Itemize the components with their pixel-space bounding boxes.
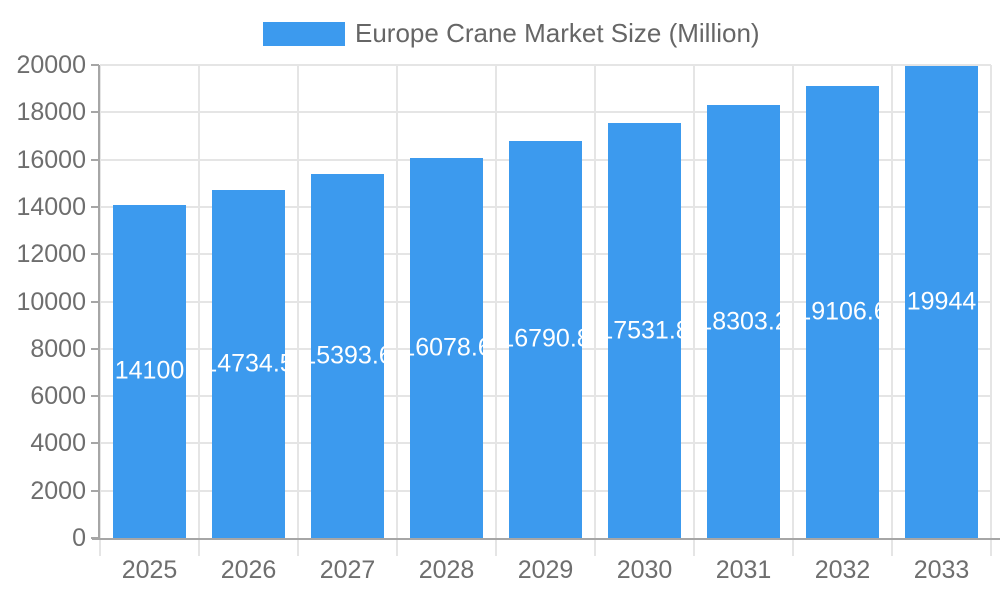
bar-value-label: 18303.2 — [707, 307, 780, 336]
x-axis-label-2028: 2028 — [418, 556, 475, 584]
y-gridline — [100, 111, 991, 114]
x-gridline — [198, 65, 200, 556]
x-axis-label-2031: 2031 — [715, 556, 772, 584]
bar-value-label: 14734.5 — [212, 349, 285, 378]
y-axis-label-0: 0 — [72, 524, 86, 552]
x-axis-label-2030: 2030 — [616, 556, 673, 584]
x-axis-label-2029: 2029 — [517, 556, 574, 584]
y-axis-label-16000: 16000 — [16, 145, 86, 174]
bar-2028[interactable]: 16078.6 — [410, 157, 483, 538]
x-axis-label-2026: 2026 — [220, 556, 277, 584]
bar-value-label: 16078.6 — [410, 333, 483, 362]
bar-2030[interactable]: 17531.8 — [608, 123, 681, 538]
x-gridline — [693, 65, 695, 556]
bar-2032[interactable]: 19106.6 — [806, 86, 879, 538]
y-axis-tick — [91, 158, 99, 161]
y-axis-tick — [91, 111, 99, 114]
bar-value-label: 17531.8 — [608, 316, 681, 345]
bar-value-label: 19944 — [906, 287, 977, 316]
y-axis-label-2000: 2000 — [30, 476, 86, 505]
legend[interactable]: Europe Crane Market Size (Million) — [263, 18, 760, 49]
y-axis-tick — [91, 300, 99, 303]
y-axis-label-14000: 14000 — [16, 192, 86, 221]
bar-2031[interactable]: 18303.2 — [707, 105, 780, 538]
y-gridline — [100, 64, 991, 66]
bar-2026[interactable]: 14734.5 — [212, 189, 285, 538]
bar-value-label: 16790.8 — [509, 324, 582, 353]
x-gridline — [792, 65, 794, 556]
y-axis-tick — [91, 64, 99, 66]
x-gridline — [990, 65, 992, 556]
bar-2033[interactable]: 19944 — [905, 66, 978, 538]
y-axis-tick — [91, 253, 99, 256]
x-gridline — [495, 65, 497, 556]
x-axis-label-2027: 2027 — [319, 556, 376, 584]
y-axis-tick — [91, 489, 99, 492]
y-axis-label-12000: 12000 — [16, 240, 86, 269]
y-axis-label-18000: 18000 — [16, 98, 86, 127]
bar-value-label: 14100 — [114, 356, 185, 385]
x-gridline — [297, 65, 299, 556]
bar-2025[interactable]: 14100 — [113, 204, 186, 538]
x-axis-line — [92, 538, 1000, 540]
legend-label: Europe Crane Market Size (Million) — [355, 18, 760, 48]
y-axis-label-20000: 20000 — [16, 51, 86, 79]
x-axis-label-2025: 2025 — [121, 556, 178, 584]
x-gridline — [396, 65, 398, 556]
bar-2029[interactable]: 16790.8 — [509, 140, 582, 538]
legend-swatch-icon — [263, 21, 345, 46]
x-gridline — [594, 65, 596, 556]
y-axis-label-6000: 6000 — [30, 382, 86, 411]
bar-value-label: 19106.6 — [806, 297, 879, 326]
y-axis-label-4000: 4000 — [30, 429, 86, 458]
y-axis-line — [98, 65, 100, 540]
y-axis-tick — [91, 347, 99, 350]
y-axis-label-10000: 10000 — [16, 287, 86, 316]
x-axis-label-2032: 2032 — [814, 556, 871, 584]
y-axis-tick — [91, 205, 99, 208]
x-gridline — [891, 65, 893, 556]
y-axis-tick — [91, 442, 99, 445]
x-axis-label-2033: 2033 — [913, 556, 970, 584]
x-gridline — [99, 65, 101, 556]
bar-2027[interactable]: 15393.6 — [311, 173, 384, 538]
bar-value-label: 15393.6 — [311, 341, 384, 370]
y-axis-label-8000: 8000 — [30, 334, 86, 363]
y-axis-tick — [91, 537, 99, 539]
y-axis-tick — [91, 395, 99, 398]
